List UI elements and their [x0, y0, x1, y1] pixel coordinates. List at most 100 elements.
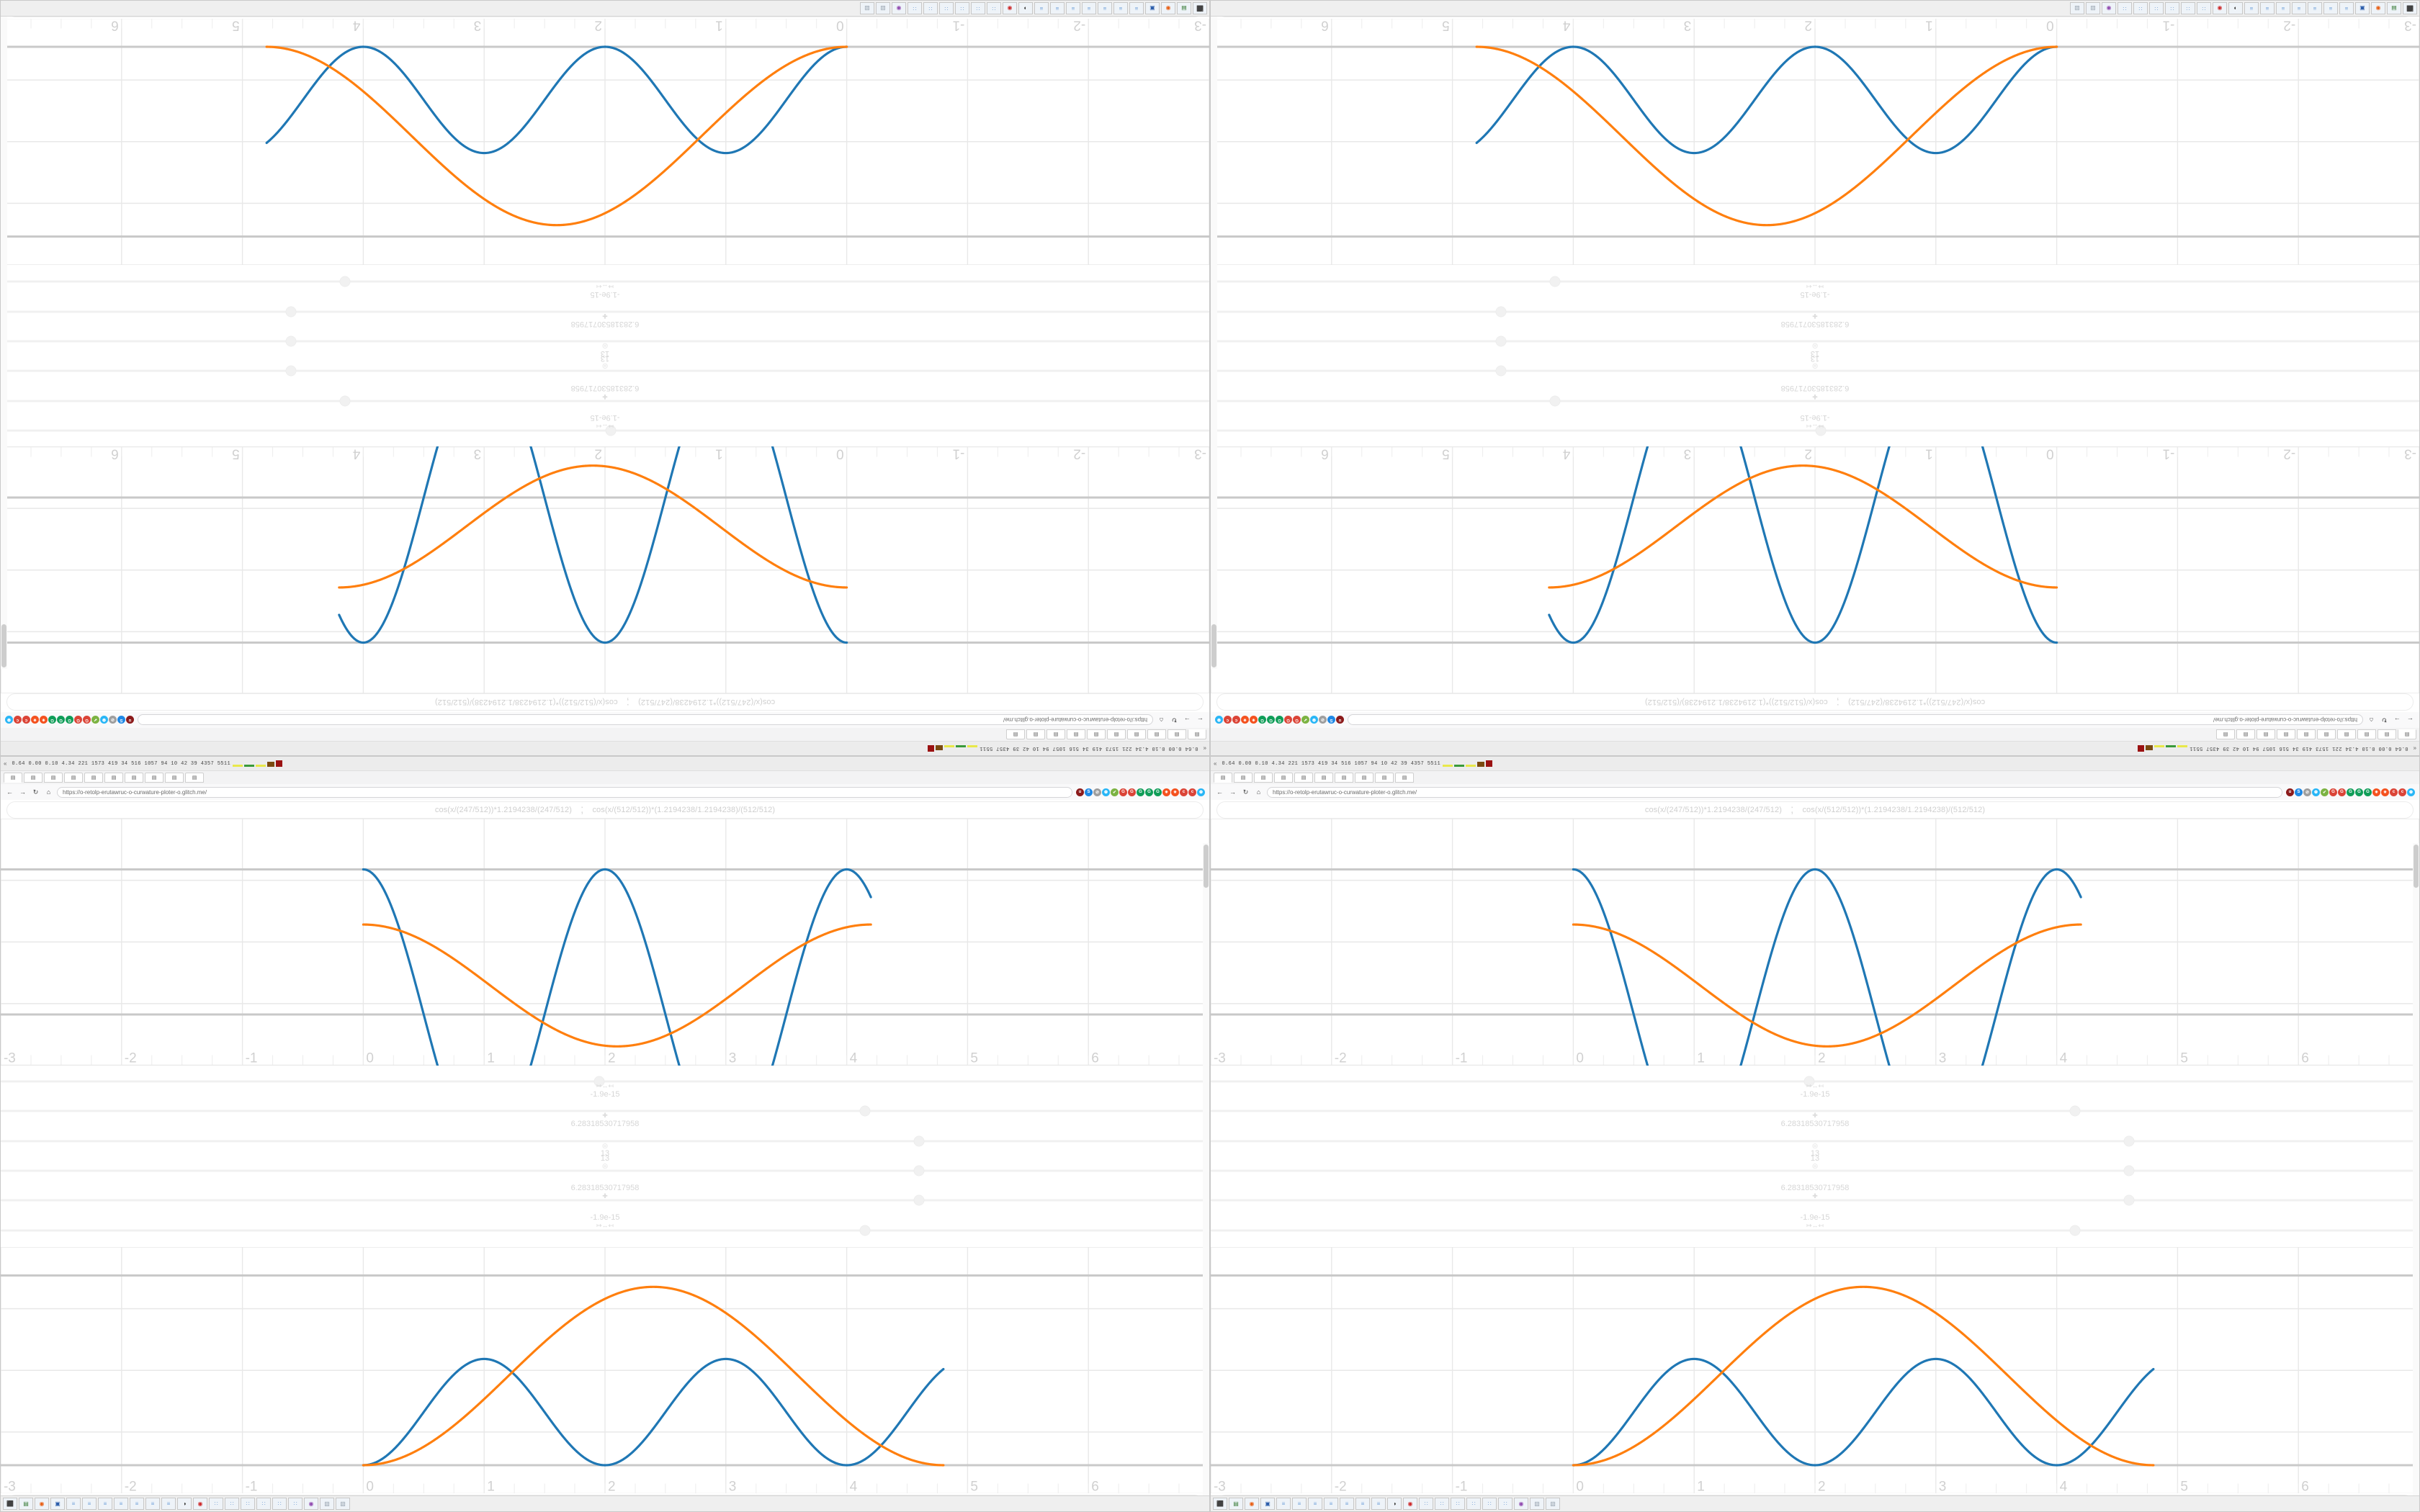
task-gimp[interactable]: ◑ — [1387, 1498, 1402, 1510]
slider-samples-bottom[interactable]: ◎ 13 — [1, 1154, 1209, 1185]
tab-5[interactable]: ▤ — [84, 773, 103, 783]
slider-panel[interactable]: ↦↔↤ -1.9e-15 ✚ 6.28318530717958 ◎ 13 ◎ 13 ✚ 6.283… — [1211, 1065, 2419, 1247]
tab-7[interactable]: ▤ — [1067, 729, 1085, 739]
task-media[interactable]: ◉ — [1514, 1498, 1528, 1510]
task-doc-5[interactable]: ≡ — [1066, 2, 1080, 14]
ext-puzzle-icon[interactable]: ❁ — [1197, 788, 1205, 796]
ext-ublock-icon[interactable]: u — [126, 716, 134, 724]
task-page-1[interactable]: ▧ — [876, 2, 890, 14]
navigation-bar[interactable]: ← → ↻ ⌂ https://o-retolp-erutawruc-o-cur… — [1211, 712, 2419, 728]
slider-period-bottom[interactable]: ✚ 6.28318530717958 — [1, 297, 1209, 328]
task-doc-3[interactable]: ≡ — [2308, 2, 2322, 14]
slider-track[interactable] — [1211, 1169, 2419, 1172]
task-doc-4[interactable]: ≡ — [1082, 2, 1096, 14]
task-doc-3[interactable]: ≡ — [98, 1498, 112, 1510]
slider-samples-top[interactable]: ◎ 13 — [1, 354, 1209, 386]
back-icon[interactable]: ← — [1197, 716, 1204, 724]
taskbar[interactable]: ⬛ ▤ ◉ ▣ ≡ ≡ ≡ ≡ ≡ ≡ ≡ ◑ ◉ ∷ ∷ ∷ ∷ ∷ ∷ ◉ ▧ ▧ — [1211, 1495, 2419, 1511]
ext-g1-icon[interactable]: G — [83, 716, 91, 724]
ext-star1-icon[interactable]: ✷ — [1162, 788, 1170, 796]
task-page-2[interactable]: ▧ — [336, 1498, 350, 1510]
task-calc-2[interactable]: ∷ — [2181, 2, 2195, 14]
task-calc-4[interactable]: ∷ — [939, 2, 954, 14]
task-doc-6[interactable]: ≡ — [1050, 2, 1065, 14]
ext-star2-icon[interactable]: ✷ — [2381, 788, 2389, 796]
slider-track[interactable] — [1, 1199, 1209, 1202]
slider-period-bottom[interactable]: ✚ 6.28318530717958 — [1211, 297, 2419, 328]
ext-g1-icon[interactable]: G — [1119, 788, 1127, 796]
tab-4[interactable]: ▤ — [1274, 773, 1293, 783]
task-page-1[interactable]: ▧ — [320, 1498, 334, 1510]
ext-puzzle-icon[interactable]: ❁ — [2407, 788, 2415, 796]
formula-bar-top[interactable]: cos(x/(247/512))*1.2194238/(247/512) ; c… — [6, 801, 1204, 819]
slider-track[interactable] — [1, 1140, 1209, 1143]
tab-6[interactable]: ▤ — [1087, 729, 1106, 739]
tab-6[interactable]: ▤ — [104, 773, 123, 783]
task-doc-6[interactable]: ≡ — [2260, 2, 2275, 14]
task-firefox[interactable]: ◉ — [2371, 2, 2385, 14]
task-calc-1[interactable]: ∷ — [2197, 2, 2211, 14]
slider-phase-bottom[interactable]: ↦↔↤ -1.9e-15 — [1211, 1213, 2419, 1245]
forward-icon[interactable]: → — [1184, 716, 1191, 724]
ext-star1-icon[interactable]: ✷ — [1250, 716, 1258, 724]
ext-c1-icon[interactable]: c — [1232, 716, 1240, 724]
ext-noscript-icon[interactable]: S — [2295, 788, 2303, 796]
tab-2[interactable]: ▤ — [1168, 729, 1186, 739]
slider-track[interactable] — [1211, 1080, 2419, 1083]
slider-handle[interactable] — [1803, 1076, 1815, 1087]
task-files[interactable]: ▤ — [1177, 2, 1191, 14]
ext-g4-icon[interactable]: G — [1267, 716, 1275, 724]
ext-star2-icon[interactable]: ✷ — [1241, 716, 1249, 724]
task-firefox[interactable]: ◉ — [1245, 1498, 1259, 1510]
slider-samples-bottom[interactable]: ◎ 13 — [1, 326, 1209, 359]
slider-period-top[interactable]: ✚ 6.28318530717958 — [1211, 384, 2419, 415]
ext-g4-icon[interactable]: G — [1145, 788, 1153, 796]
page-scrollbar[interactable] — [2413, 843, 2419, 1511]
forward-icon[interactable]: → — [19, 788, 26, 796]
task-doc-1[interactable]: ≡ — [1129, 2, 1144, 14]
ext-g1-icon[interactable]: G — [1293, 716, 1301, 724]
tab-10[interactable]: ▤ — [1006, 729, 1025, 739]
slider-handle[interactable] — [2123, 1135, 2135, 1147]
task-page-1[interactable]: ▧ — [1530, 1498, 1544, 1510]
task-doc-4[interactable]: ≡ — [114, 1498, 128, 1510]
task-doc-7[interactable]: ≡ — [161, 1498, 176, 1510]
tab-3[interactable]: ▤ — [2357, 729, 2376, 739]
ext-star1-icon[interactable]: ✷ — [2372, 788, 2380, 796]
page-scrollbar[interactable] — [1203, 843, 1209, 1511]
lower-plot[interactable]: -3-2-101234567 — [1, 1246, 1209, 1493]
ext-star1-icon[interactable]: ✷ — [40, 716, 48, 724]
ext-https-icon[interactable]: ⊘ — [2303, 788, 2311, 796]
ext-ublock-icon[interactable]: u — [1076, 788, 1084, 796]
extension-toolbar[interactable]: u S ⊘ ❁ ✔ G G G G G ✷ ✷ c c ❁ — [1076, 788, 1205, 796]
task-save[interactable]: ▣ — [1260, 1498, 1275, 1510]
task-calc-4[interactable]: ∷ — [1466, 1498, 1481, 1510]
ext-g3-icon[interactable]: G — [66, 716, 73, 724]
tab-1[interactable]: ▤ — [2398, 729, 2416, 739]
task-doc-7[interactable]: ≡ — [2244, 2, 2259, 14]
slider-phase-top[interactable]: ↦↔↤ -1.9e-15 — [1211, 413, 2419, 445]
home-icon[interactable]: ⌂ — [2369, 716, 2374, 724]
tab-8[interactable]: ▤ — [1047, 729, 1065, 739]
task-calc-3[interactable]: ∷ — [955, 2, 969, 14]
url-bar[interactable]: https://o-retolp-erutawruc-o-curwature-p… — [1267, 786, 2282, 798]
task-files[interactable]: ▤ — [1229, 1498, 1243, 1510]
ext-noscript-icon[interactable]: S — [1085, 788, 1093, 796]
ext-g5-icon[interactable]: G — [2364, 788, 2372, 796]
tab-5[interactable]: ▤ — [1294, 773, 1313, 783]
page-scrollbar[interactable] — [1, 0, 7, 669]
ext-noscript-icon[interactable]: S — [117, 716, 125, 724]
slider-phase-top[interactable]: ↦↔↤ -1.9e-15 — [1211, 1067, 2419, 1099]
task-calc-4[interactable]: ∷ — [2149, 2, 2164, 14]
task-media[interactable]: ◉ — [2102, 2, 2116, 14]
ext-g2-icon[interactable]: G — [1284, 716, 1292, 724]
task-calc-2[interactable]: ∷ — [971, 2, 985, 14]
ext-ublock-icon[interactable]: u — [1336, 716, 1344, 724]
ext-c2-icon[interactable]: c — [1224, 716, 1232, 724]
task-files[interactable]: ▤ — [19, 1498, 33, 1510]
taskbar[interactable]: ⬛ ▤ ◉ ▣ ≡ ≡ ≡ ≡ ≡ ≡ ≡ ◑ ◉ ∷ ∷ ∷ ∷ ∷ ∷ ◉ ▧ ▧ — [1210, 1, 2419, 17]
task-doc-5[interactable]: ≡ — [2276, 2, 2290, 14]
tab-2[interactable]: ▤ — [2378, 729, 2396, 739]
tab-8[interactable]: ▤ — [2257, 729, 2275, 739]
task-terminal[interactable]: ⬛ — [1213, 1498, 1227, 1510]
